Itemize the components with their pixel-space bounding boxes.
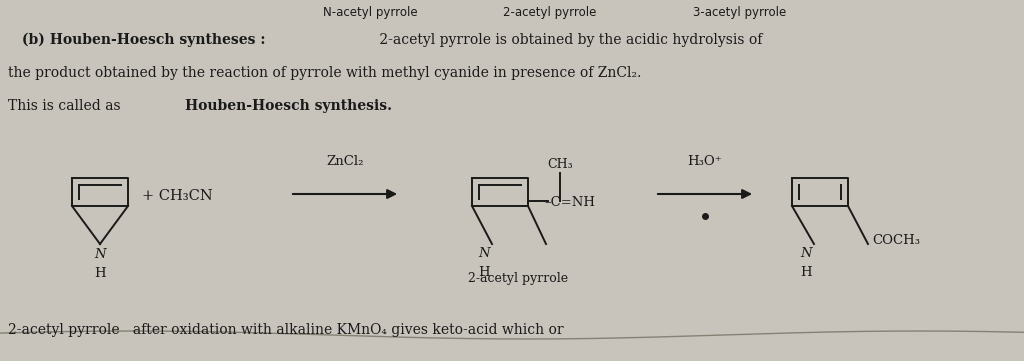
Text: 2-acetyl pyrrole is obtained by the acidic hydrolysis of: 2-acetyl pyrrole is obtained by the acid… (375, 33, 763, 47)
Text: 2-acetyl pyrrole: 2-acetyl pyrrole (504, 6, 597, 19)
Text: + CH₃CN: + CH₃CN (142, 189, 213, 203)
Text: N: N (478, 247, 490, 260)
Text: the product obtained by the reaction of pyrrole with methyl cyanide in presence : the product obtained by the reaction of … (8, 66, 641, 80)
Text: This is called as: This is called as (8, 99, 125, 113)
Text: COCH₃: COCH₃ (872, 234, 920, 247)
Text: –C=NH: –C=NH (544, 196, 595, 209)
Text: N: N (94, 248, 105, 261)
Text: H₃O⁺: H₃O⁺ (688, 155, 722, 168)
Text: 2-acetyl pyrrole: 2-acetyl pyrrole (468, 272, 568, 285)
Text: 2-acetyl pyrrole   after oxidation with alkaline KMnO₄ gives keto-acid which or: 2-acetyl pyrrole after oxidation with al… (8, 323, 563, 337)
Text: (b) Houben-Hoesch syntheses :: (b) Houben-Hoesch syntheses : (22, 33, 265, 47)
Text: N: N (801, 247, 812, 260)
Text: 3-acetyl pyrrole: 3-acetyl pyrrole (693, 6, 786, 19)
Text: CH₃: CH₃ (547, 158, 572, 171)
Text: Houben-Hoesch synthesis.: Houben-Hoesch synthesis. (185, 99, 392, 113)
Text: H: H (94, 267, 105, 280)
Text: N-acetyl pyrrole: N-acetyl pyrrole (323, 6, 418, 19)
Text: H: H (478, 266, 490, 279)
Text: ZnCl₂: ZnCl₂ (327, 155, 364, 168)
Text: H: H (801, 266, 812, 279)
